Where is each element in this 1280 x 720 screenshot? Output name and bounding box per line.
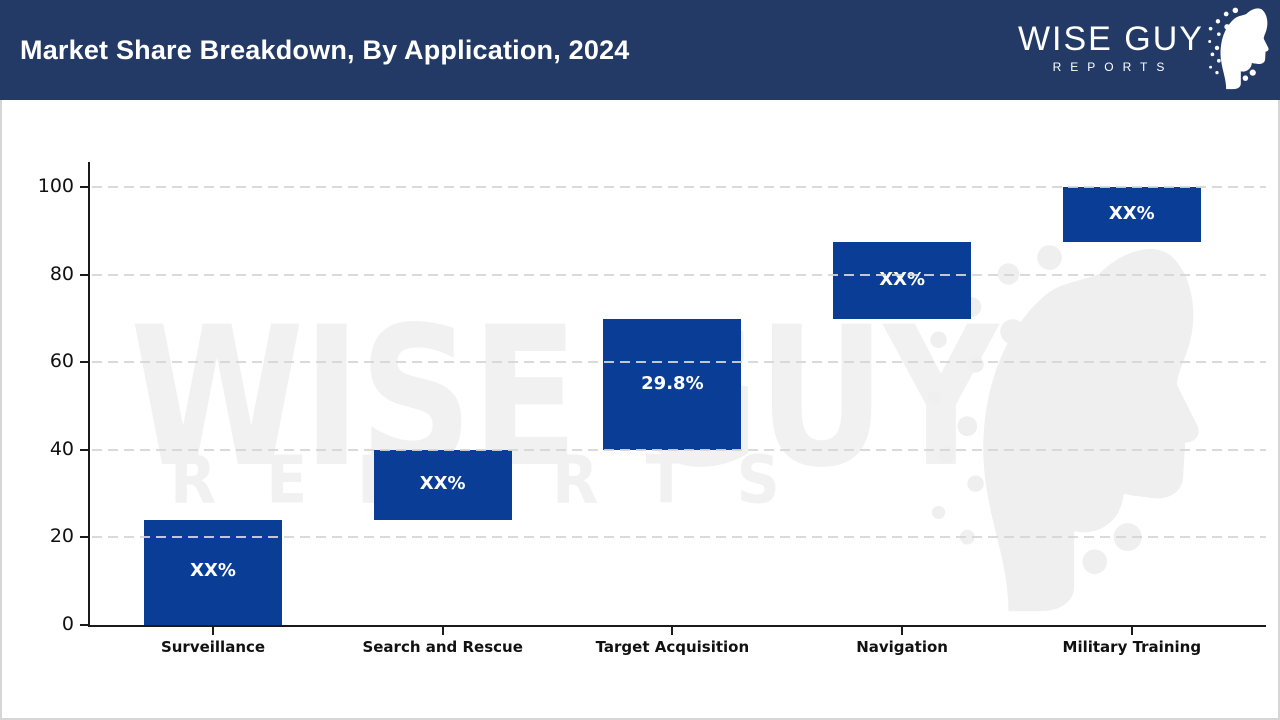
x-tick-mark xyxy=(212,627,214,635)
y-tick-label: 0 xyxy=(61,613,74,635)
y-tick-label: 40 xyxy=(49,437,74,460)
x-tick-mark xyxy=(441,627,444,635)
x-category-label: Military Training xyxy=(1062,638,1202,656)
y-tick-label: 20 xyxy=(49,525,74,548)
bar-value-label: XX% xyxy=(190,560,236,582)
y-gridline xyxy=(92,361,1266,364)
logo-subtext: REPORTS xyxy=(1052,59,1174,74)
y-tick-label: 60 xyxy=(49,350,74,373)
wiseguy-logo: WISE GUY REPORTS xyxy=(1018,4,1272,90)
bar-value-label: XX% xyxy=(419,472,466,494)
x-category-label: Search and Rescue xyxy=(362,638,523,656)
logo-text: WISE GUY REPORTS xyxy=(1018,21,1204,74)
bar-value-label: XX% xyxy=(1108,202,1155,224)
x-category-label: Target Acquisition xyxy=(595,638,750,656)
watermark-wordmark: WISE GUY xyxy=(130,286,998,511)
header-bar: Market Share Breakdown, By Application, … xyxy=(0,0,1280,100)
x-category-label: Navigation xyxy=(856,638,948,656)
chart-plot-area: WISE GUY REPORTS 020406080100XX%Surveill… xyxy=(0,100,1280,720)
chart-title: Market Share Breakdown, By Application, … xyxy=(20,34,630,65)
x-tick-mark xyxy=(901,627,904,635)
y-tick-mark xyxy=(80,273,88,276)
bar-military-training: XX% xyxy=(1062,187,1201,243)
bar-target-acquisition: 29.8% xyxy=(603,319,742,450)
x-tick-mark xyxy=(671,627,674,635)
y-tick-mark xyxy=(80,624,88,626)
bar-navigation: XX% xyxy=(833,242,972,320)
bar-value-label: 29.8% xyxy=(641,372,704,394)
y-tick-mark xyxy=(80,186,88,188)
y-gridline xyxy=(92,186,1266,188)
y-tick-mark xyxy=(80,448,88,451)
y-gridline xyxy=(92,448,1266,451)
bar-search-and-rescue: XX% xyxy=(373,449,512,520)
x-axis-line xyxy=(88,625,1266,627)
y-gridline xyxy=(92,536,1266,539)
x-tick-mark xyxy=(1130,627,1133,635)
y-tick-mark xyxy=(80,361,88,364)
y-axis-line xyxy=(88,162,90,627)
logo-face-icon xyxy=(1206,4,1272,90)
x-category-label: Surveillance xyxy=(160,638,266,656)
y-tick-label: 80 xyxy=(49,262,74,285)
bar-value-label: XX% xyxy=(879,268,925,290)
y-tick-mark xyxy=(80,536,88,539)
y-tick-label: 100 xyxy=(37,175,74,197)
logo-wordmark: WISE GUY xyxy=(1017,19,1204,58)
y-gridline xyxy=(92,273,1266,276)
